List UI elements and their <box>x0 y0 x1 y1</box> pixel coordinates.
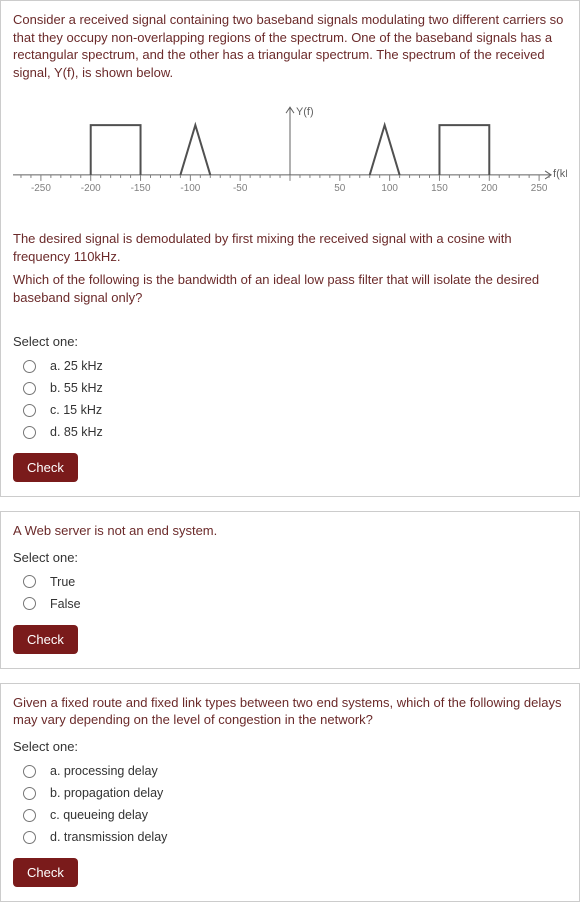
svg-text:-150: -150 <box>131 183 151 194</box>
q2-option-true[interactable]: True <box>13 571 567 593</box>
q1-radio-b[interactable] <box>23 382 36 395</box>
q1-option-c-label: c. 15 kHz <box>50 403 102 417</box>
svg-text:-100: -100 <box>180 183 200 194</box>
q3-option-c-label: c. queueing delay <box>50 808 148 822</box>
q3-radio-b[interactable] <box>23 787 36 800</box>
q1-option-b-label: b. 55 kHz <box>50 381 103 395</box>
q3-radio-c[interactable] <box>23 809 36 822</box>
question-3: Given a fixed route and fixed link types… <box>0 683 580 902</box>
svg-text:200: 200 <box>481 183 498 194</box>
svg-text:250: 250 <box>531 183 548 194</box>
q2-intro: A Web server is not an end system. <box>13 522 567 540</box>
y-label: Y(f) <box>296 106 314 118</box>
q3-option-b-label: b. propagation delay <box>50 786 163 800</box>
question-2: A Web server is not an end system. Selec… <box>0 511 580 669</box>
q3-option-a-label: a. processing delay <box>50 764 158 778</box>
svg-text:-250: -250 <box>31 183 51 194</box>
q3-option-b[interactable]: b. propagation delay <box>13 782 567 804</box>
q3-check-button[interactable]: Check <box>13 858 78 887</box>
q2-option-false[interactable]: False <box>13 593 567 615</box>
q1-option-a[interactable]: a. 25 kHz <box>13 355 567 377</box>
q1-option-c[interactable]: c. 15 kHz <box>13 399 567 421</box>
q2-option-false-label: False <box>50 597 81 611</box>
svg-text:-200: -200 <box>81 183 101 194</box>
q2-radio-false[interactable] <box>23 597 36 610</box>
q1-post2: Which of the following is the bandwidth … <box>13 271 567 306</box>
svg-text:50: 50 <box>334 183 346 194</box>
q3-radio-d[interactable] <box>23 831 36 844</box>
q2-select-one: Select one: <box>13 550 567 565</box>
q1-check-button[interactable]: Check <box>13 453 78 482</box>
q3-intro: Given a fixed route and fixed link types… <box>13 694 567 729</box>
spectrum-chart: Y(f) f(kHz) -250 -200 -150 -100 -50 50 100 150 2… <box>13 97 567 217</box>
svg-text:100: 100 <box>381 183 398 194</box>
x-label: f(kHz) <box>553 168 567 180</box>
q1-select-one: Select one: <box>13 334 567 349</box>
question-1: Consider a received signal containing tw… <box>0 0 580 497</box>
q3-option-d[interactable]: d. transmission delay <box>13 826 567 848</box>
q1-option-d-label: d. 85 kHz <box>50 425 103 439</box>
svg-text:150: 150 <box>431 183 448 194</box>
q1-option-d[interactable]: d. 85 kHz <box>13 421 567 443</box>
q1-option-a-label: a. 25 kHz <box>50 359 103 373</box>
q1-intro: Consider a received signal containing tw… <box>13 11 567 81</box>
q1-radio-c[interactable] <box>23 404 36 417</box>
q1-post1: The desired signal is demodulated by fir… <box>13 230 567 265</box>
svg-text:-50: -50 <box>233 183 248 194</box>
q3-option-a[interactable]: a. processing delay <box>13 760 567 782</box>
q2-radio-true[interactable] <box>23 575 36 588</box>
q1-radio-a[interactable] <box>23 360 36 373</box>
q3-option-d-label: d. transmission delay <box>50 830 167 844</box>
q2-check-button[interactable]: Check <box>13 625 78 654</box>
q2-option-true-label: True <box>50 575 75 589</box>
q3-option-c[interactable]: c. queueing delay <box>13 804 567 826</box>
q3-select-one: Select one: <box>13 739 567 754</box>
q3-radio-a[interactable] <box>23 765 36 778</box>
q1-option-b[interactable]: b. 55 kHz <box>13 377 567 399</box>
q1-radio-d[interactable] <box>23 426 36 439</box>
